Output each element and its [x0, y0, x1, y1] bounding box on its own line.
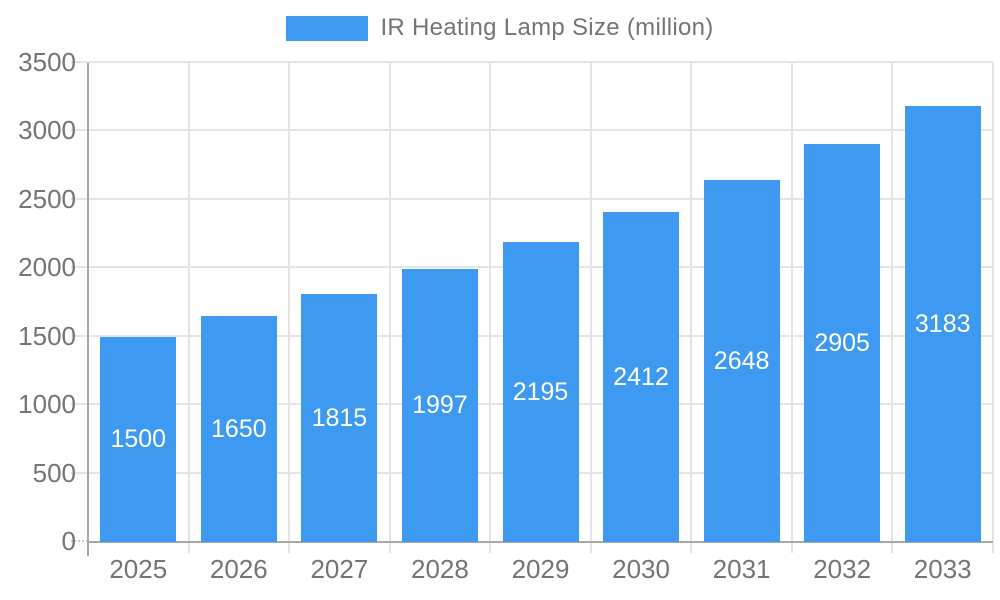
x-axis-tick-9 [992, 543, 994, 553]
y-axis-label-0: 0 [61, 526, 76, 556]
gridline-v-5 [589, 63, 592, 542]
x-axis-tick-1 [187, 543, 190, 553]
bar-value-label-2029: 2195 [512, 377, 569, 406]
bar-2030[interactable]: 2412 [603, 212, 680, 542]
bar-value-label-2031: 2648 [713, 346, 770, 375]
gridline-v-6 [690, 63, 693, 542]
x-axis-tick-5 [589, 543, 592, 553]
gridline-h-2500 [88, 197, 993, 200]
x-axis-label-2025: 2025 [109, 554, 168, 584]
y-axis-label-1000: 1000 [18, 389, 76, 420]
bar-2027[interactable]: 1815 [301, 294, 378, 542]
legend-swatch-icon [286, 15, 369, 41]
y-axis-tick-1500 [71, 334, 88, 337]
x-axis-tick-7 [790, 543, 793, 553]
bar-2028[interactable]: 1997 [401, 269, 478, 542]
gridline-v-3 [388, 63, 391, 542]
y-axis-tick-3000 [71, 129, 88, 132]
legend-label: IR Heating Lamp Size (million) [380, 14, 714, 41]
y-axis-line [87, 63, 89, 556]
gridline-v-9 [992, 63, 994, 542]
gridline-v-7 [790, 63, 793, 542]
gridline-v-2 [288, 63, 291, 542]
legend: IR Heating Lamp Size (million) [0, 14, 1000, 42]
bar-value-label-2032: 2905 [814, 328, 870, 357]
x-axis-label-2026: 2026 [209, 554, 268, 584]
x-axis-tick-2 [288, 543, 291, 553]
y-axis-tick-500 [71, 471, 88, 474]
bar-value-label-2026: 1650 [211, 414, 267, 443]
y-axis-tick-0 [71, 540, 88, 542]
bar-2033[interactable]: 3183 [904, 106, 981, 542]
gridline-h-3000 [88, 129, 993, 132]
bar-2026[interactable]: 1650 [200, 316, 277, 542]
x-axis-label-2031: 2031 [712, 554, 771, 584]
bar-value-label-2025: 1500 [110, 425, 167, 453]
x-axis-label-2032: 2032 [813, 554, 872, 584]
y-axis-tick-3500 [71, 61, 88, 63]
x-axis-label-2028: 2028 [411, 554, 469, 584]
gridline-h-3500 [88, 61, 993, 63]
x-axis-line [87, 541, 993, 543]
x-axis-label-2030: 2030 [612, 554, 670, 584]
y-axis-label-500: 500 [32, 457, 76, 488]
bar-value-label-2027: 1815 [311, 403, 368, 432]
bar-value-label-2033: 3183 [914, 309, 971, 338]
bar-2031[interactable]: 2648 [703, 180, 780, 542]
y-axis-tick-2500 [71, 197, 88, 200]
x-axis-tick-3 [388, 543, 391, 553]
bar-2032[interactable]: 2905 [804, 144, 881, 542]
gridline-v-1 [187, 63, 190, 542]
x-axis-tick-4 [489, 543, 492, 553]
y-axis-tick-1000 [71, 403, 88, 406]
y-axis-label-3500: 3500 [18, 47, 76, 77]
y-axis-label-3000: 3000 [18, 115, 76, 146]
legend-item[interactable]: IR Heating Lamp Size (million) [286, 14, 713, 42]
bar-2025[interactable]: 1500 [100, 337, 177, 542]
x-axis-label-2027: 2027 [310, 554, 369, 584]
x-axis-tick-8 [891, 543, 894, 553]
bar-value-label-2030: 2412 [613, 362, 669, 391]
gridline-v-8 [891, 63, 894, 542]
bar-value-label-2028: 1997 [412, 391, 468, 419]
y-axis-tick-2000 [71, 266, 88, 269]
x-axis-label-2033: 2033 [913, 554, 972, 584]
x-axis-label-2029: 2029 [511, 554, 570, 584]
y-axis-label-2500: 2500 [18, 183, 76, 214]
x-axis-tick-6 [690, 543, 693, 553]
bar-2029[interactable]: 2195 [502, 242, 579, 542]
gridline-v-4 [489, 63, 492, 542]
y-axis-label-2000: 2000 [18, 252, 76, 283]
y-axis-label-1500: 1500 [18, 320, 76, 351]
